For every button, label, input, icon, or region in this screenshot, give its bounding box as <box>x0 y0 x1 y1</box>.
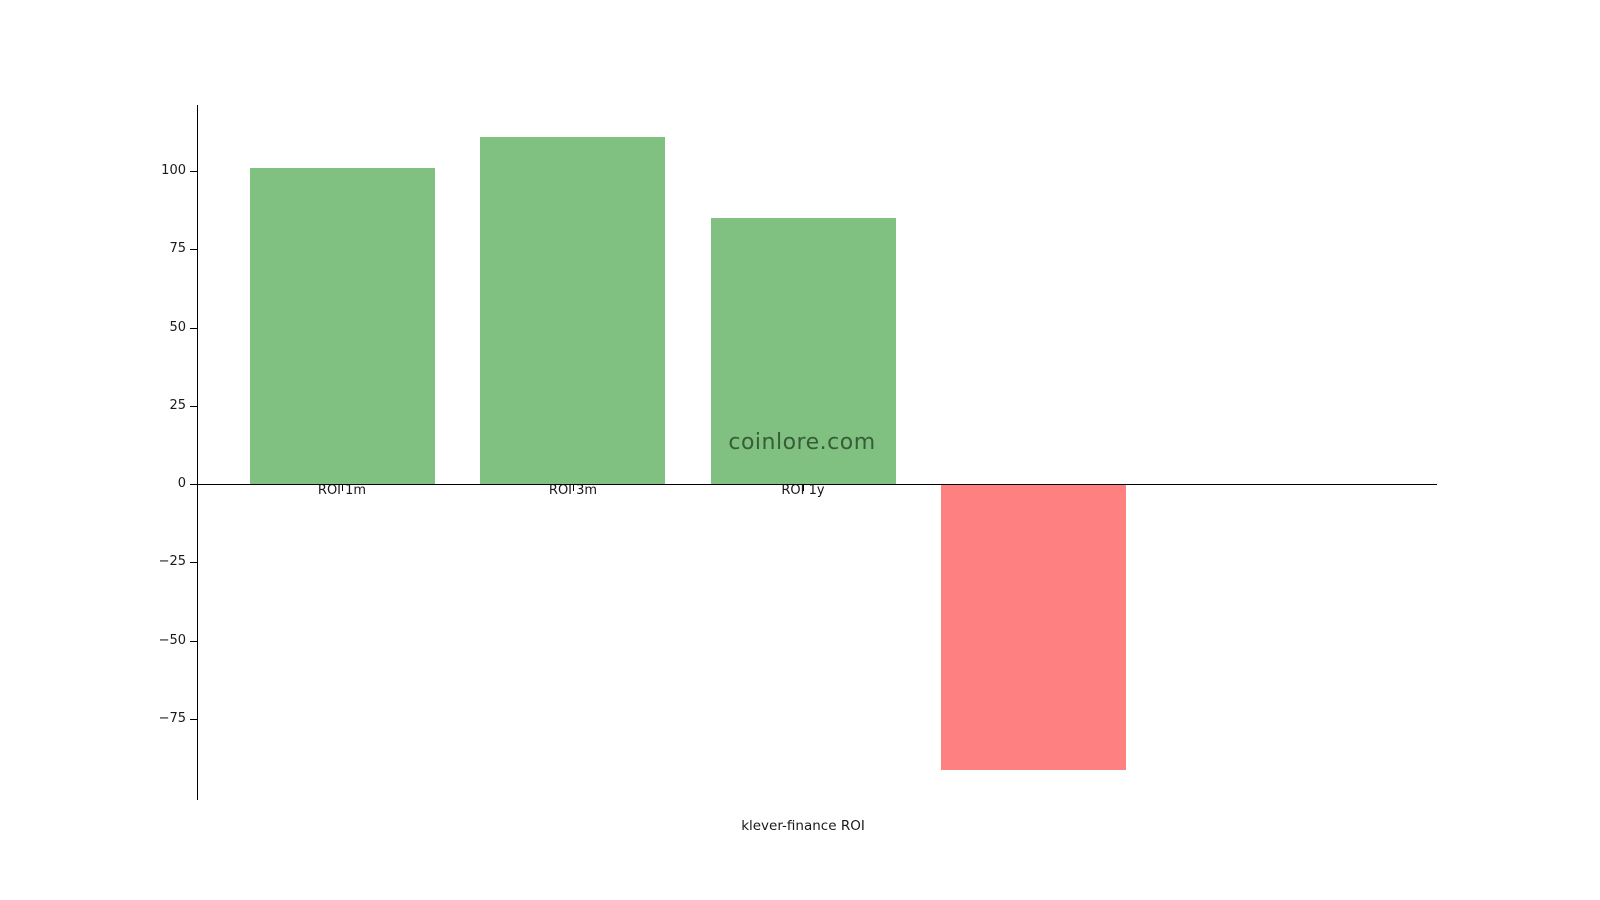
y-tick-mark <box>190 562 197 563</box>
y-tick-label: 100 <box>161 163 186 178</box>
y-tick-label: −50 <box>158 633 186 648</box>
y-tick-mark <box>190 328 197 329</box>
chart-title: klever-finance ROI <box>741 818 865 834</box>
y-tick-label: 50 <box>169 320 186 335</box>
y-tick-label: 25 <box>169 398 186 413</box>
bar-roi-1m <box>250 168 435 484</box>
y-tick-mark <box>190 719 197 720</box>
y-tick-mark <box>190 171 197 172</box>
y-tick-label: 0 <box>177 476 186 491</box>
x-tick-mark <box>342 484 343 491</box>
watermark-text: coinlore.com <box>728 430 876 455</box>
bar-roi-1y <box>711 218 896 484</box>
y-tick-mark <box>190 641 197 642</box>
bar-roi-3m <box>480 137 665 484</box>
y-tick-mark <box>190 249 197 250</box>
x-tick-label: ROI 1m <box>317 483 367 498</box>
x-tick-label: ROI 3m <box>548 483 598 498</box>
y-tick-label: −75 <box>158 711 186 726</box>
y-tick-mark <box>190 484 197 485</box>
bar-unlabeled <box>941 485 1126 770</box>
x-axis-zero-line <box>197 484 1437 485</box>
x-tick-mark <box>573 484 574 491</box>
x-tick-mark <box>803 484 804 491</box>
x-tick-label: ROI 1y <box>781 483 825 498</box>
y-axis-line <box>197 105 198 800</box>
y-tick-mark <box>190 406 197 407</box>
y-tick-label: −25 <box>158 554 186 569</box>
y-tick-label: 75 <box>169 241 186 256</box>
